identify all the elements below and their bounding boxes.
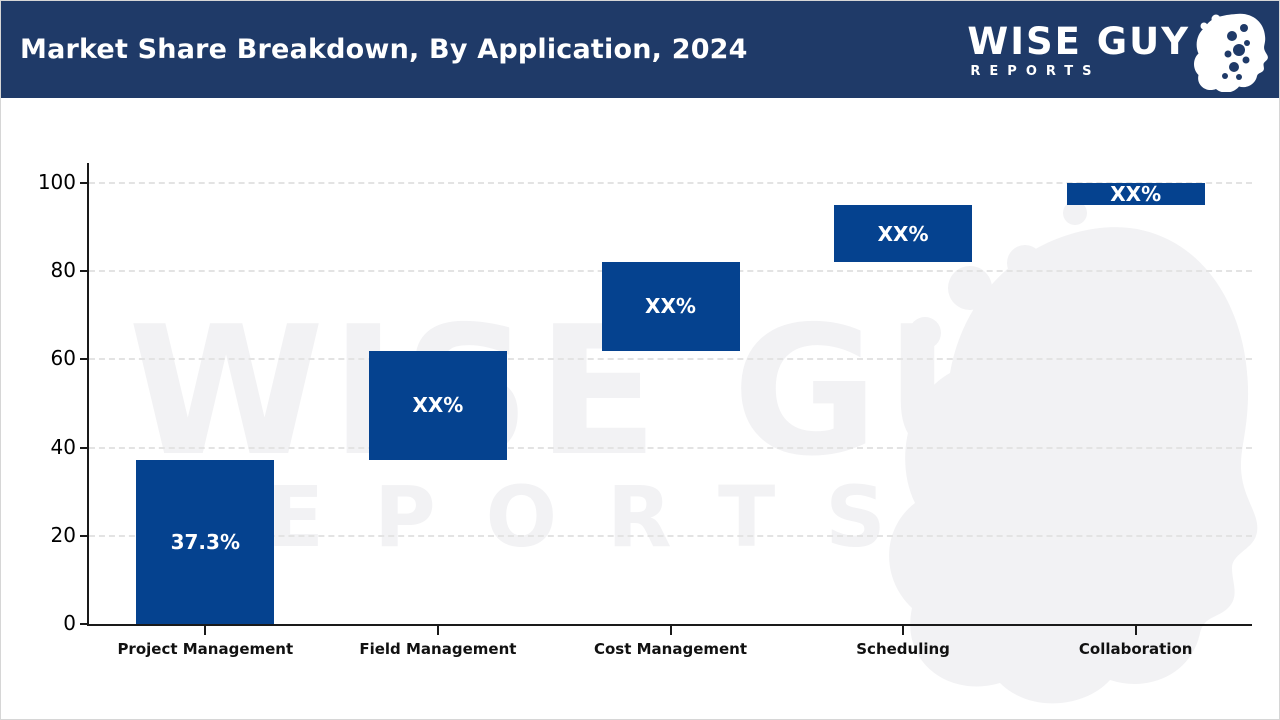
bar-2: XX% xyxy=(368,350,507,460)
x-axis xyxy=(87,624,1252,626)
bar-value-label: XX% xyxy=(645,294,696,319)
bar-1: 37.3% xyxy=(136,459,275,624)
logo-face-icon xyxy=(1194,13,1268,92)
logo-text: WISE GUY REPORTS xyxy=(967,23,1190,79)
x-tick-label: Collaboration xyxy=(1078,640,1193,658)
y-axis xyxy=(87,163,89,626)
x-tick-label: Field Management xyxy=(359,640,517,658)
y-tick-label: 100 xyxy=(37,170,76,194)
chart-header: Market Share Breakdown, By Application, … xyxy=(0,0,1280,98)
y-tick-label: 20 xyxy=(50,522,76,547)
x-tick-label: Cost Management xyxy=(593,640,748,658)
gridline xyxy=(89,358,1252,361)
waterfall-chart: WISE GUY REPORTS 0 20 40 60 80 100 37.3% Projec… xyxy=(0,98,1280,720)
logo-subtext: REPORTS xyxy=(970,64,1101,79)
x-tick-mark xyxy=(902,626,905,635)
bar-value-label: XX% xyxy=(412,393,464,418)
x-tick-label: Scheduling xyxy=(856,640,950,658)
bar-value-label: 37.3% xyxy=(170,529,240,554)
gridline xyxy=(89,182,1252,184)
y-tick-label: 0 xyxy=(63,611,76,635)
x-tick-mark xyxy=(669,626,672,635)
x-tick-mark xyxy=(1134,626,1137,635)
y-tick-label: 60 xyxy=(50,346,76,371)
bar-value-label: XX% xyxy=(877,221,929,246)
y-tick-mark xyxy=(80,534,89,537)
y-tick-mark xyxy=(80,270,89,273)
bar-value-label: XX% xyxy=(1110,182,1162,207)
y-tick-mark xyxy=(80,358,89,361)
bar-5: XX% xyxy=(1066,182,1205,207)
bar-3: XX% xyxy=(601,262,740,351)
x-tick-mark xyxy=(436,626,439,635)
logo-wordmark: WISE GUY xyxy=(967,20,1190,63)
y-tick-label: 40 xyxy=(50,434,76,459)
y-tick-label: 80 xyxy=(50,258,76,283)
y-tick-mark xyxy=(80,182,89,184)
x-tick-mark xyxy=(204,626,207,635)
x-tick-label: Project Management xyxy=(117,640,294,658)
y-tick-mark xyxy=(80,446,89,449)
gridline xyxy=(89,534,1252,537)
y-tick-mark xyxy=(80,623,89,625)
bar-4: XX% xyxy=(834,205,973,263)
gridline xyxy=(89,446,1252,449)
wiseguy-logo: WISE GUY REPORTS xyxy=(967,10,1270,92)
chart-title: Market Share Breakdown, By Application, … xyxy=(20,34,748,65)
